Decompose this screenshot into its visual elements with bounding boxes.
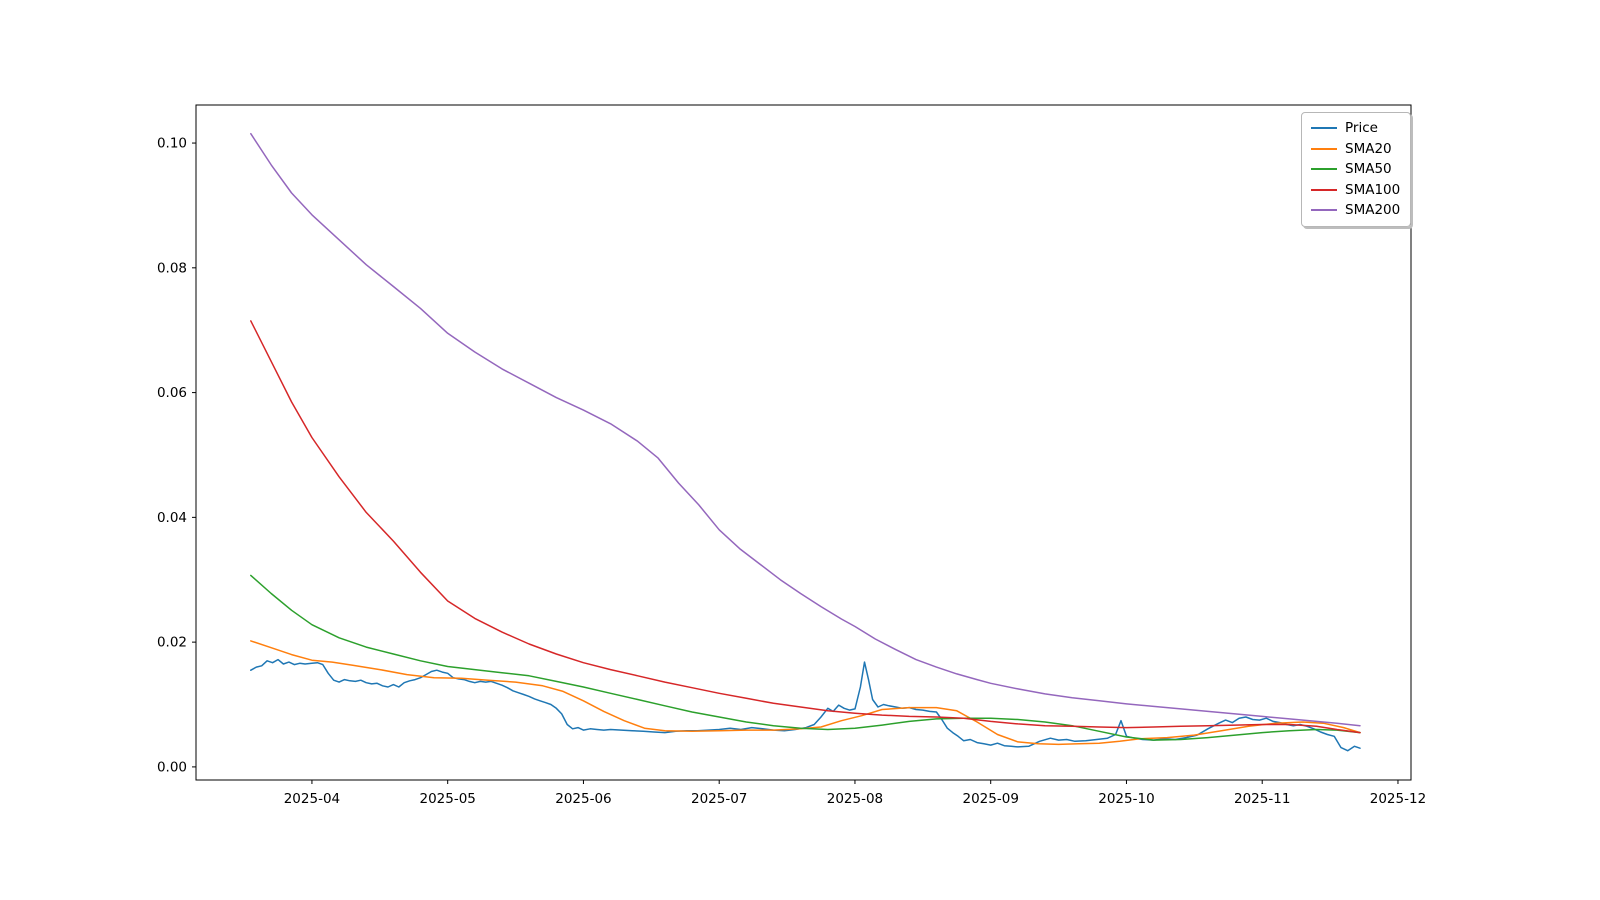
y-tick-label: 0.06: [157, 385, 187, 401]
legend-label-sma20: SMA20: [1345, 140, 1392, 157]
x-tick-label: 2025-07: [691, 791, 747, 807]
legend-line-sample-price: [1311, 127, 1337, 130]
legend-item-sma20: SMA20: [1311, 139, 1400, 160]
plot-border: [195, 104, 1412, 781]
legend-label-sma200: SMA200: [1345, 202, 1401, 218]
series-line-sma20: [250, 640, 1361, 746]
legend-label-sma100: SMA100: [1345, 181, 1401, 198]
x-tick-label: 2025-12: [1370, 791, 1426, 807]
x-tick-label: 2025-09: [963, 791, 1019, 807]
series-line-sma200: [250, 132, 1361, 727]
legend-item-sma100: SMA100: [1311, 180, 1400, 201]
x-tick-label: 2025-10: [1098, 791, 1154, 807]
x-tick-label: 2025-04: [284, 791, 340, 807]
y-tick-label: 0.02: [157, 635, 187, 651]
y-tick-label: 0.08: [157, 260, 187, 276]
series-line-sma100: [250, 320, 1361, 734]
legend-item-sma200: SMA200: [1311, 200, 1400, 221]
legend: Price SMA20 SMA50 SMA100 SMA200: [1301, 112, 1412, 227]
y-tick-label: 0.00: [157, 759, 187, 775]
legend-line-sample-sma20: [1311, 147, 1337, 150]
x-tick-label: 2025-08: [827, 791, 883, 807]
legend-line-sample-sma50: [1311, 168, 1337, 171]
y-tick-label: 0.04: [157, 510, 187, 526]
legend-line-sample-sma200: [1311, 209, 1337, 212]
legend-label-price: Price: [1345, 120, 1378, 136]
series-line-price: [250, 658, 1361, 752]
y-tick-label: 0.10: [157, 136, 187, 152]
legend-item-sma50: SMA50: [1311, 159, 1400, 180]
x-tick-label: 2025-06: [555, 791, 611, 807]
x-tick-label: 2025-11: [1234, 791, 1290, 807]
legend-label-sma50: SMA50: [1345, 161, 1392, 177]
x-tick-label: 2025-05: [419, 791, 475, 807]
legend-line-sample-sma100: [1311, 188, 1337, 191]
series-line-sma50: [250, 574, 1361, 741]
legend-item-price: Price: [1311, 118, 1400, 139]
